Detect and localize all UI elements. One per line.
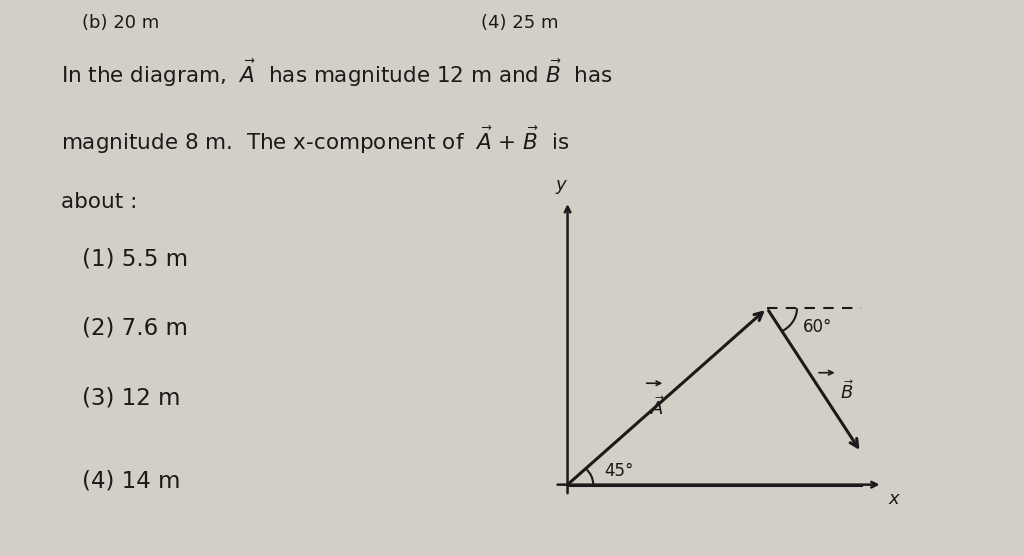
- Text: (1) 5.5 m: (1) 5.5 m: [82, 247, 188, 270]
- Text: (3) 12 m: (3) 12 m: [82, 386, 180, 409]
- Text: (b) 20 m: (b) 20 m: [82, 14, 159, 32]
- Text: In the diagram,  $\vec{A}$  has magnitude 12 m and $\vec{B}$  has: In the diagram, $\vec{A}$ has magnitude …: [61, 58, 613, 90]
- Text: 45°: 45°: [604, 462, 633, 480]
- Text: y: y: [556, 176, 566, 193]
- Text: $\vec{A}$: $\vec{A}$: [650, 396, 666, 419]
- Text: 60°: 60°: [804, 317, 833, 336]
- Text: magnitude 8 m.  The x-component of  $\vec{A}$ + $\vec{B}$  is: magnitude 8 m. The x-component of $\vec{…: [61, 125, 569, 156]
- Text: about :: about :: [61, 192, 138, 212]
- Text: (4) 14 m: (4) 14 m: [82, 470, 180, 493]
- Text: $\vec{B}$: $\vec{B}$: [840, 380, 854, 403]
- Text: x: x: [889, 490, 899, 508]
- Text: (2) 7.6 m: (2) 7.6 m: [82, 317, 188, 340]
- Text: (4) 25 m: (4) 25 m: [481, 14, 559, 32]
